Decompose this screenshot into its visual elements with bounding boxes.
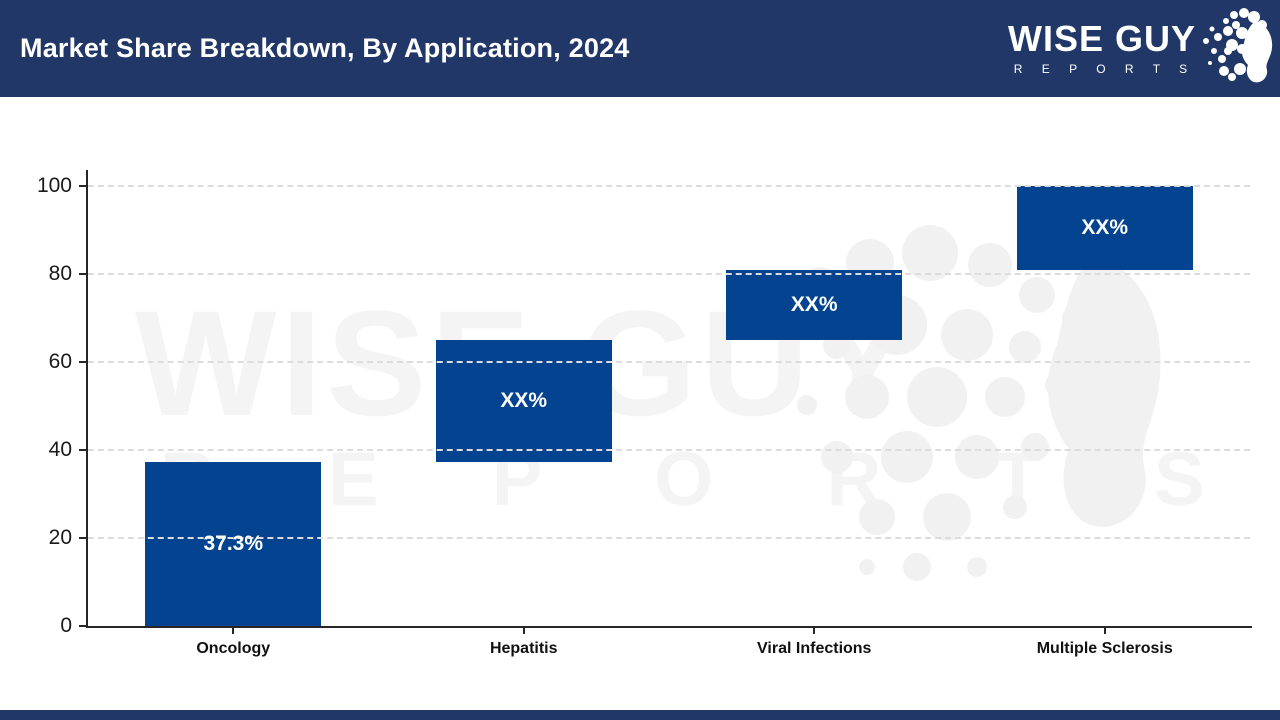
bar-value-label: 37.3%: [203, 531, 264, 555]
category-label-multiple-sclerosis: Multiple Sclerosis: [1036, 640, 1173, 657]
gridline-40: [88, 449, 1250, 451]
wiseguy-head-icon: [1203, 7, 1273, 82]
bar-oncology: [145, 461, 322, 626]
y-axis-line: [86, 170, 88, 628]
gridline-60: [88, 361, 1250, 363]
category-label-viral-infections: Viral Infections: [757, 640, 872, 657]
gridline-100: [88, 185, 1250, 187]
logo-subtext: R E P O R T S: [1013, 62, 1196, 76]
header-banner: Market Share Breakdown, By Application, …: [0, 0, 1280, 97]
y-axis-tick-label: 80: [48, 262, 72, 285]
y-axis-tick: [79, 185, 88, 187]
category-label-hepatitis: Hepatitis: [489, 640, 558, 657]
category-label-oncology: Oncology: [196, 640, 271, 657]
x-axis-tick: [813, 628, 816, 634]
x-axis-tick: [232, 628, 235, 634]
y-axis-tick: [79, 537, 88, 539]
x-axis-line: [86, 626, 1252, 628]
gridline-20: [88, 537, 1250, 539]
gridline-80: [88, 273, 1250, 275]
wise-guy-reports-logo: WISE GUY R E P O R T S: [1008, 7, 1274, 91]
bar-value-label: XX%: [790, 292, 838, 316]
y-axis-tick-label: 20: [48, 526, 72, 549]
bar-multiple-sclerosis: [1016, 186, 1193, 270]
y-axis-tick-label: 60: [48, 350, 72, 373]
logo-wordmark: WISE GUY: [1007, 18, 1196, 59]
bar-viral-infections: [726, 269, 903, 340]
y-axis-tick: [79, 449, 88, 451]
bar-value-label: XX%: [1081, 215, 1129, 239]
logo-text: WISE GUY R E P O R T S: [1007, 18, 1196, 77]
footer-bar: [0, 710, 1280, 720]
y-axis-tick-label: 40: [48, 438, 72, 461]
y-axis-tick-label: 0: [60, 614, 72, 637]
bar-value-label: XX%: [500, 388, 548, 412]
x-axis-tick: [1103, 628, 1106, 634]
y-axis-tick: [79, 273, 88, 275]
y-axis-tick: [79, 625, 88, 627]
y-axis-tick-label: 100: [36, 174, 72, 197]
chart-title: Market Share Breakdown, By Application, …: [20, 33, 630, 63]
x-axis-tick: [522, 628, 525, 634]
y-axis-tick: [79, 361, 88, 363]
bar-hepatitis: [435, 340, 612, 462]
